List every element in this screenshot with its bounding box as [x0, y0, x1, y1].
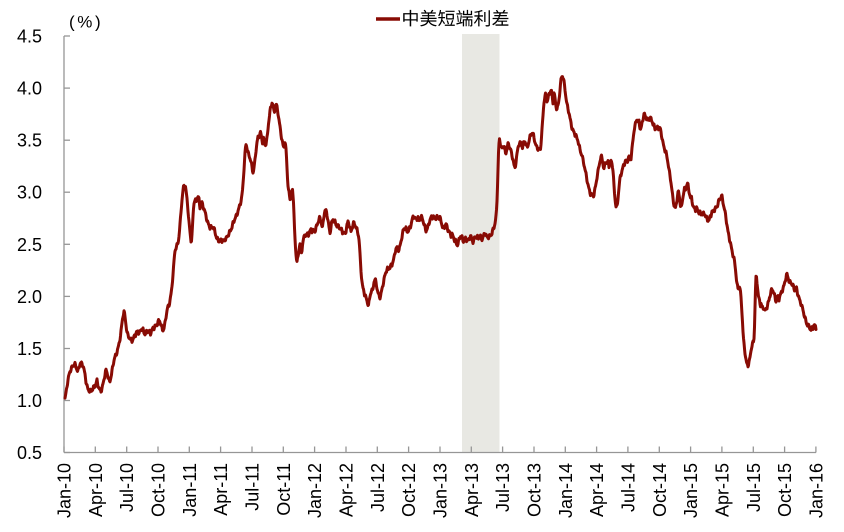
svg-text:Oct-14: Oct-14 [650, 463, 670, 517]
svg-text:Apr-12: Apr-12 [337, 463, 357, 517]
svg-text:Jan-10: Jan-10 [55, 463, 75, 518]
svg-text:Apr-14: Apr-14 [587, 463, 607, 517]
svg-text:Jan-13: Jan-13 [431, 463, 451, 518]
svg-text:Apr-10: Apr-10 [86, 463, 106, 517]
svg-text:Oct-15: Oct-15 [775, 463, 795, 517]
svg-text:Jul-10: Jul-10 [117, 463, 137, 512]
svg-text:3.5: 3.5 [17, 131, 42, 151]
svg-text:Oct-10: Oct-10 [149, 463, 169, 517]
svg-text:Jan-15: Jan-15 [681, 463, 701, 518]
svg-text:1.0: 1.0 [17, 391, 42, 411]
svg-text:Jan-11: Jan-11 [180, 463, 200, 517]
svg-text:2.5: 2.5 [17, 235, 42, 255]
svg-text:Jul-13: Jul-13 [493, 463, 513, 512]
svg-text:Apr-13: Apr-13 [462, 463, 482, 517]
svg-text:Jul-11: Jul-11 [243, 463, 263, 511]
svg-text:0.5: 0.5 [17, 443, 42, 463]
svg-text:3.0: 3.0 [17, 183, 42, 203]
svg-text:1.5: 1.5 [17, 339, 42, 359]
svg-text:Oct-11: Oct-11 [274, 463, 294, 516]
svg-text:Jan-16: Jan-16 [806, 463, 826, 518]
svg-text:Apr-15: Apr-15 [712, 463, 732, 517]
svg-text:Jan-12: Jan-12 [305, 463, 325, 518]
svg-text:Oct-13: Oct-13 [525, 463, 545, 517]
svg-text:Jan-14: Jan-14 [556, 463, 576, 518]
svg-text:(%): (%) [69, 13, 103, 32]
svg-text:4.5: 4.5 [17, 27, 42, 47]
svg-text:Jul-15: Jul-15 [744, 463, 764, 512]
svg-text:Oct-12: Oct-12 [399, 463, 419, 517]
svg-text:2.0: 2.0 [17, 287, 42, 307]
svg-text:4.0: 4.0 [17, 79, 42, 99]
svg-text:Jul-12: Jul-12 [368, 463, 388, 512]
svg-text:Apr-11: Apr-11 [211, 463, 231, 516]
svg-text:Jul-14: Jul-14 [618, 463, 638, 512]
